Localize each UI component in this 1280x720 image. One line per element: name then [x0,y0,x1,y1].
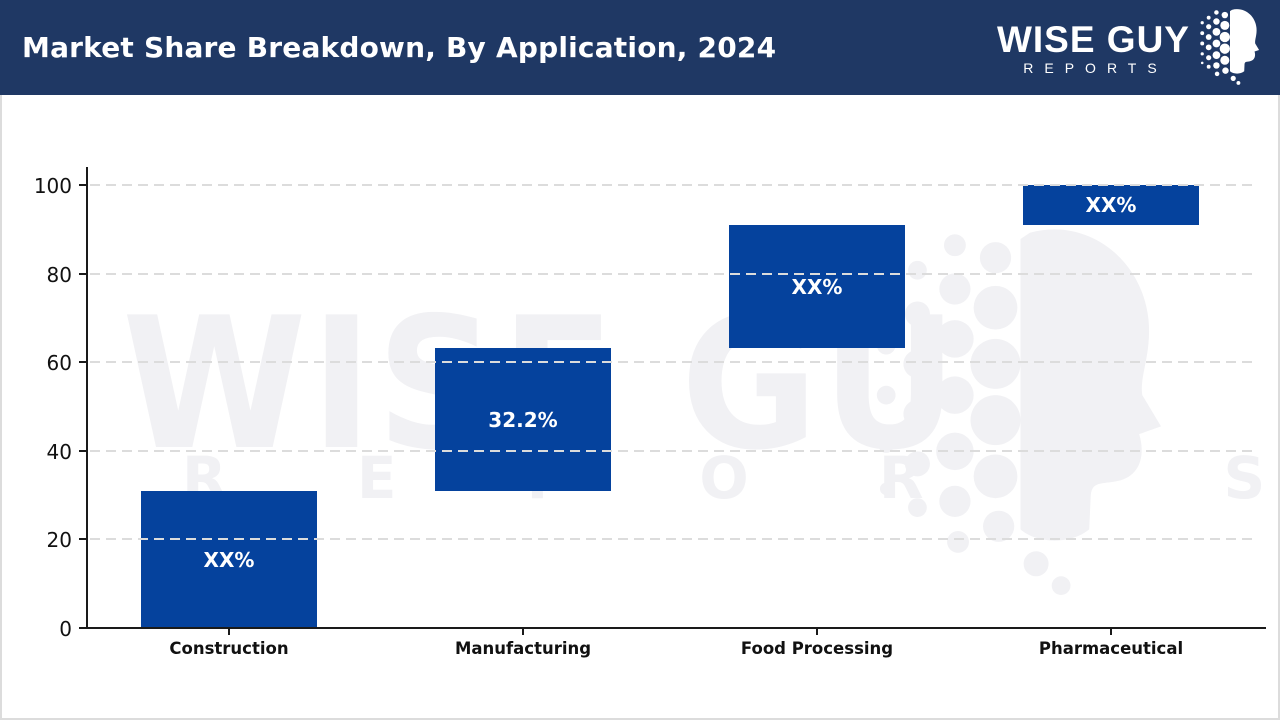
x-tick-pharmaceutical [1110,629,1112,635]
logo-wordmark: WISE GUY [996,19,1190,60]
x-category-label-construction: Construction [169,639,289,658]
x-category-label-manufacturing: Manufacturing [454,639,592,658]
y-tick-60 [79,361,87,364]
y-tick-label-80: 80 [46,262,72,287]
y-tick-80 [79,272,87,275]
y-tick-label-20: 20 [46,528,72,553]
bar-construction: XX% [141,491,317,628]
bar-value-label-manufacturing: 32.2% [488,407,558,432]
logo-text: WISE GUY REPORTS [997,21,1190,75]
y-tick-20 [79,538,87,541]
gridline-80 [90,272,1258,275]
x-tick-construction [228,629,230,635]
bar-value-label-pharmaceutical: XX% [1085,192,1137,217]
bar-food-processing: XX% [729,224,905,349]
plot-area: XX% 32.2% XX% XX% [82,184,1258,628]
wiseguy-head-icon [1194,6,1266,90]
y-tick-100 [79,184,87,186]
x-category-label-pharmaceutical: Pharmaceutical [1038,639,1184,658]
gridline-40 [90,449,1258,452]
y-tick-0 [79,627,87,629]
gridline-60 [90,361,1258,364]
y-axis-line [86,167,88,629]
bar-manufacturing: 32.2% [435,348,611,492]
x-axis-line [86,627,1266,629]
header-banner: Market Share Breakdown, By Application, … [0,0,1280,95]
bar-pharmaceutical: XX% [1023,185,1199,225]
y-tick-label-60: 60 [46,351,72,376]
x-tick-food-processing [816,629,818,635]
bar-value-label-food-processing: XX% [791,274,843,299]
y-tick-label-100: 100 [33,174,72,198]
logo-subtitle: REPORTS [1023,60,1168,76]
y-tick-label-0: 0 [59,617,72,641]
x-tick-manufacturing [522,629,524,635]
bar-value-label-construction: XX% [203,547,255,572]
y-tick-label-40: 40 [46,439,72,464]
y-tick-40 [79,449,87,452]
wiseguy-logo: WISE GUY REPORTS [997,4,1266,92]
gridline-100 [90,184,1258,186]
x-category-label-food-processing: Food Processing [740,639,894,658]
page-title: Market Share Breakdown, By Application, … [22,31,777,64]
gridline-20 [90,538,1258,541]
